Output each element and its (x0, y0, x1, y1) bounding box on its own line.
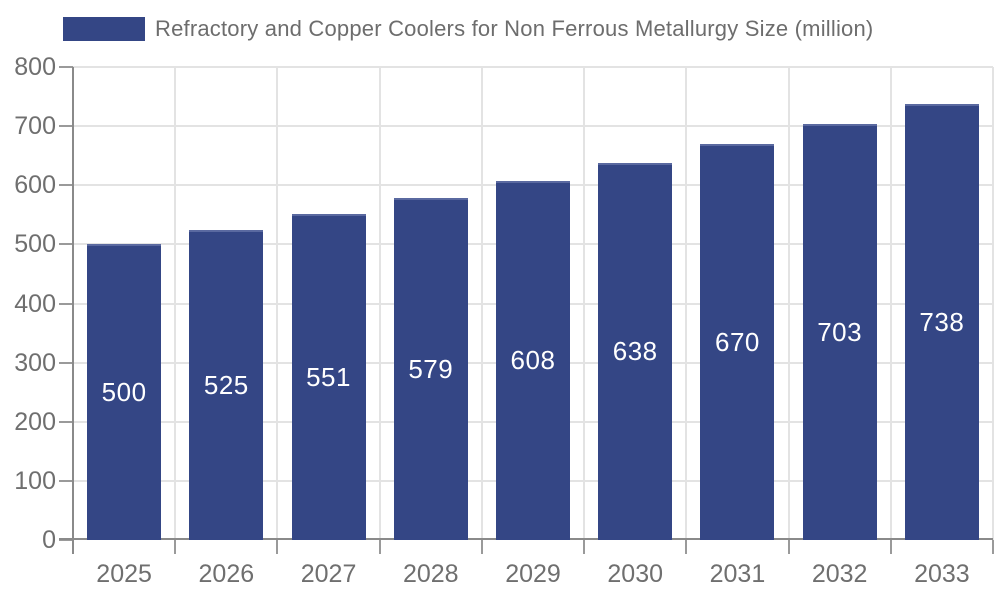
x-axis-tick (480, 540, 483, 554)
x-axis-tick (174, 540, 177, 554)
gridline-h (73, 125, 993, 128)
x-axis-tick (992, 540, 994, 554)
y-axis-tick (59, 243, 73, 246)
bar-value-label: 608 (510, 345, 556, 376)
x-tick-label: 2033 (914, 560, 970, 588)
bar-value-label: 670 (714, 326, 760, 357)
y-tick-label: 300 (14, 348, 56, 377)
x-axis-tick (378, 540, 381, 554)
bar[interactable] (904, 103, 979, 540)
y-axis-tick (59, 361, 73, 364)
x-tick-label: 2032 (811, 560, 868, 588)
gridline-v (992, 67, 994, 540)
bar-value-label: 551 (306, 362, 351, 393)
gridline-v (787, 67, 790, 540)
y-tick-label: 700 (14, 112, 56, 141)
x-axis-tick (276, 540, 279, 554)
gridline-v (583, 67, 586, 540)
x-tick-label: 2031 (709, 560, 766, 588)
y-axis-tick (59, 66, 73, 68)
y-tick-label: 200 (14, 407, 56, 436)
y-tick-label: 0 (42, 526, 56, 554)
bar-value-label: 638 (612, 336, 658, 367)
gridline-v (685, 67, 688, 540)
gridline-h (73, 66, 993, 68)
bar-value-label: 525 (203, 369, 249, 400)
bar[interactable] (291, 214, 366, 540)
bar-value-label: 738 (919, 306, 965, 337)
gridline-v (174, 67, 177, 540)
bar-value-label: 500 (101, 377, 147, 408)
bar[interactable] (802, 124, 877, 540)
y-axis-tick (59, 539, 73, 541)
y-tick-label: 400 (14, 289, 56, 318)
gridline-v (276, 67, 279, 540)
y-tick-label: 500 (14, 230, 56, 259)
x-axis-tick (787, 540, 790, 554)
gridline-v (480, 67, 483, 540)
y-axis-line (72, 67, 74, 554)
bar[interactable] (189, 229, 264, 540)
x-axis-tick (685, 540, 688, 554)
x-tick-label: 2026 (198, 560, 255, 588)
x-tick-label: 2029 (505, 560, 561, 588)
legend-swatch (63, 17, 145, 41)
y-tick-label: 100 (14, 466, 56, 495)
bar-value-label: 579 (408, 353, 454, 384)
bar[interactable] (700, 143, 775, 540)
x-tick-label: 2027 (300, 560, 357, 588)
bar[interactable] (598, 162, 673, 540)
y-axis-tick (59, 302, 73, 305)
x-tick-label: 2025 (96, 560, 152, 588)
y-axis-tick (59, 420, 73, 423)
x-tick-label: 2028 (402, 560, 459, 588)
y-axis-tick (59, 479, 73, 482)
x-axis-tick (583, 540, 586, 554)
bar-value-label: 703 (817, 317, 863, 348)
y-tick-label: 800 (14, 53, 56, 81)
gridline-v (378, 67, 381, 540)
y-axis-tick (59, 125, 73, 128)
x-axis-tick (889, 540, 892, 554)
bar[interactable] (496, 180, 570, 540)
y-tick-label: 600 (14, 171, 56, 200)
legend-label: Refractory and Copper Coolers for Non Fe… (155, 16, 874, 41)
gridline-v (889, 67, 892, 540)
legend-item[interactable]: Refractory and Copper Coolers for Non Fe… (63, 16, 873, 42)
bar[interactable] (393, 197, 468, 540)
bar[interactable] (87, 244, 162, 540)
x-tick-label: 2030 (607, 560, 664, 588)
y-axis-tick (59, 184, 73, 187)
